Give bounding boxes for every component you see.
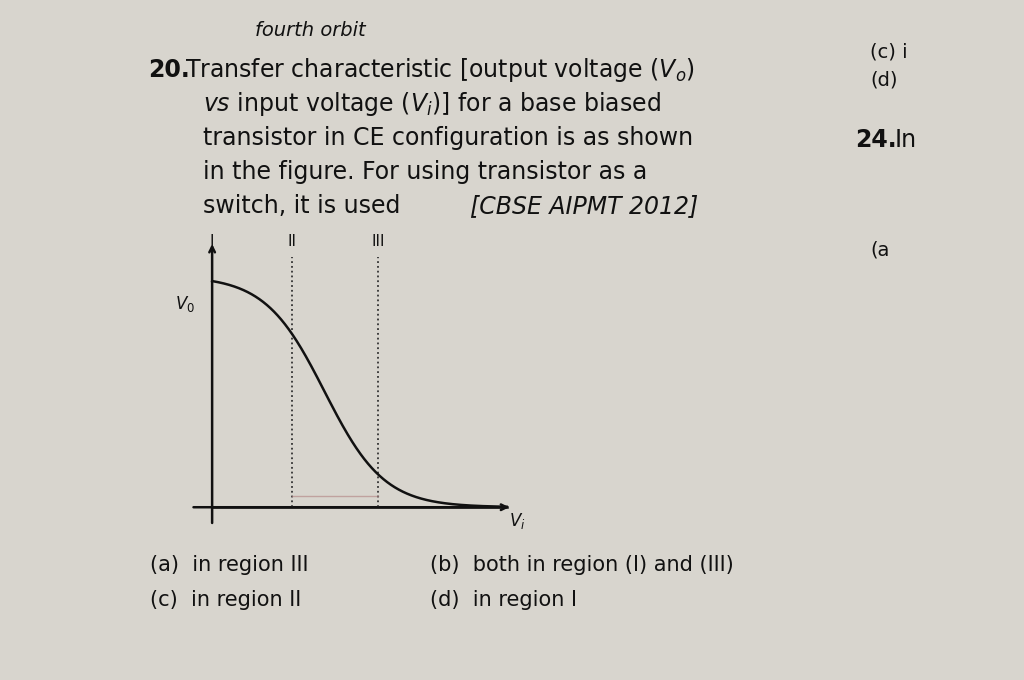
Text: (c)  in region II: (c) in region II	[150, 590, 301, 610]
Text: (c) i: (c) i	[870, 42, 907, 61]
Text: [CBSE AIPMT 2012]: [CBSE AIPMT 2012]	[470, 194, 698, 218]
Text: (a: (a	[870, 241, 890, 260]
Text: switch, it is used: switch, it is used	[203, 194, 400, 218]
Text: $V_i$: $V_i$	[509, 511, 525, 531]
Text: 20.: 20.	[148, 58, 189, 82]
Text: I: I	[210, 234, 214, 249]
Text: (b)  both in region (I) and (III): (b) both in region (I) and (III)	[430, 555, 734, 575]
Text: (d)  in region I: (d) in region I	[430, 590, 577, 610]
Text: in the figure. For using transistor as a: in the figure. For using transistor as a	[203, 160, 647, 184]
Text: In: In	[895, 128, 918, 152]
Text: $V_0$: $V_0$	[175, 294, 196, 313]
Text: (d): (d)	[870, 71, 897, 90]
Text: II: II	[288, 234, 297, 249]
Text: (a)  in region III: (a) in region III	[150, 555, 308, 575]
Text: fourth orbit: fourth orbit	[255, 20, 366, 39]
Text: transistor in CE configuration is as shown: transistor in CE configuration is as sho…	[203, 126, 693, 150]
Text: Transfer characteristic [output voltage ($V_o$): Transfer characteristic [output voltage …	[185, 56, 695, 84]
Text: $vs$ input voltage ($V_i$)] for a base biased: $vs$ input voltage ($V_i$)] for a base b…	[203, 90, 660, 118]
Text: 24.: 24.	[855, 128, 897, 152]
Text: III: III	[372, 234, 385, 249]
